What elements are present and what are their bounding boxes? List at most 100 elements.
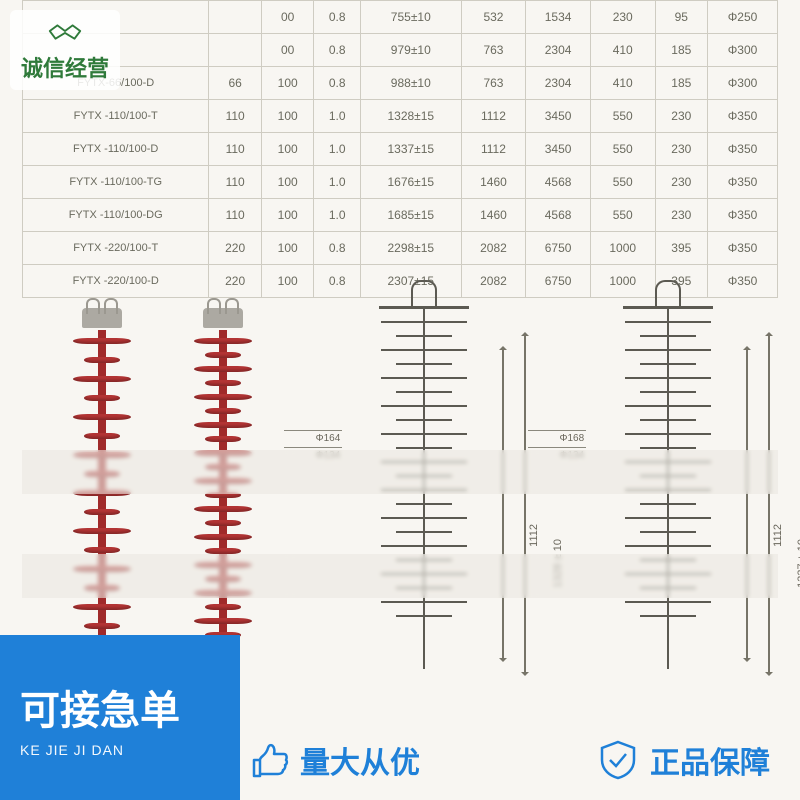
table-cell: 979±10 (360, 34, 461, 67)
table-cell: 2298±15 (360, 232, 461, 265)
table-cell: 220 (209, 232, 262, 265)
table-cell: 100 (261, 265, 314, 298)
table-cell: 110 (209, 100, 262, 133)
badge-bulk-text: 量大从优 (300, 738, 420, 782)
table-cell: 0.8 (314, 34, 360, 67)
badge-rush-big: 可接急单 (20, 678, 240, 736)
table-cell: FYTX -110/100-TG (23, 166, 209, 199)
table-cell: 66 (209, 67, 262, 100)
table-row: FYTX-66/100-D661000.8988±107632304410185… (23, 67, 778, 100)
table-cell: 00 (261, 34, 314, 67)
table-cell: 550 (590, 199, 655, 232)
table-cell: 1112 (461, 133, 526, 166)
badge-bulk-discount: 量大从优 (246, 738, 420, 782)
table-cell: 1460 (461, 166, 526, 199)
table-cell: 763 (461, 67, 526, 100)
table-cell: Φ300 (708, 34, 778, 67)
table-cell: 100 (261, 133, 314, 166)
table-row: FYTX -110/100-TG1101001.01676±1514604568… (23, 166, 778, 199)
table-cell: 1000 (590, 232, 655, 265)
table-cell: 4568 (526, 199, 591, 232)
table-cell: 550 (590, 133, 655, 166)
table-cell: 2082 (461, 232, 526, 265)
table-row: FYTX -110/100-T1101001.01328±15111234505… (23, 100, 778, 133)
table-cell: 230 (655, 166, 708, 199)
table-row: 000.8979±107632304410185Φ300 (23, 34, 778, 67)
table-cell: 230 (655, 199, 708, 232)
table-cell: Φ350 (708, 265, 778, 298)
table-cell: 100 (261, 67, 314, 100)
shield-check-icon (596, 738, 640, 782)
dim-inner-label: 1112 (772, 524, 784, 547)
badge-rush-sub: KE JIE JI DAN (20, 742, 240, 758)
table-cell: FYTX -110/100-T (23, 100, 209, 133)
table-cell: 110 (209, 133, 262, 166)
table-cell: FYTX -110/100-DG (23, 199, 209, 232)
table-cell: 1328±15 (360, 100, 461, 133)
insulator-photo-2 (191, 308, 255, 684)
table-cell: 1.0 (314, 199, 360, 232)
drawing-panel-1: 1328 ± 101112Φ164Φ134 (290, 300, 534, 730)
table-cell: 1.0 (314, 133, 360, 166)
table-cell: 532 (461, 1, 526, 34)
table-cell: Φ350 (708, 100, 778, 133)
spec-table-wrap: 000.8755±10532153423095Φ250000.8979±1076… (0, 0, 800, 298)
table-cell: 1685±15 (360, 199, 461, 232)
table-cell: 0.8 (314, 265, 360, 298)
table-cell: 763 (461, 34, 526, 67)
table-row: FYTX -220/100-T2201000.82298±15208267501… (23, 232, 778, 265)
table-cell: 0.8 (314, 67, 360, 100)
table-cell: 410 (590, 34, 655, 67)
table-cell: 0.8 (314, 1, 360, 34)
table-cell: 230 (655, 100, 708, 133)
table-cell: 100 (261, 199, 314, 232)
table-cell: 395 (655, 232, 708, 265)
drawing-panel-2: 1337 ± 101112Φ168Φ134 (534, 300, 778, 730)
badge-genuine-text: 正品保障 (650, 738, 770, 782)
table-cell: 0.8 (314, 232, 360, 265)
table-cell: 230 (590, 1, 655, 34)
table-cell: Φ350 (708, 166, 778, 199)
table-cell: 1112 (461, 100, 526, 133)
table-cell: 100 (261, 232, 314, 265)
table-cell: 1000 (590, 265, 655, 298)
table-cell: 6750 (526, 265, 591, 298)
table-cell: 3450 (526, 133, 591, 166)
table-cell: Φ250 (708, 1, 778, 34)
table-cell: 1676±15 (360, 166, 461, 199)
table-cell: 110 (209, 166, 262, 199)
badge-honest-text: 诚信经营 (21, 51, 109, 83)
table-cell: 410 (590, 67, 655, 100)
table-cell: 755±10 (360, 1, 461, 34)
table-row: FYTX -110/100-D1101001.01337±15111234505… (23, 133, 778, 166)
table-cell: 2082 (461, 265, 526, 298)
table-cell: 110 (209, 199, 262, 232)
table-cell: 988±10 (360, 67, 461, 100)
table-cell: FYTX -220/100-T (23, 232, 209, 265)
table-cell: 230 (655, 133, 708, 166)
table-cell: Φ350 (708, 199, 778, 232)
insulator-photo-1 (70, 308, 134, 680)
table-cell: 185 (655, 34, 708, 67)
table-cell: 100 (261, 166, 314, 199)
table-cell: 100 (261, 100, 314, 133)
table-cell: 550 (590, 100, 655, 133)
table-cell (209, 34, 262, 67)
table-cell: Φ350 (708, 232, 778, 265)
table-cell: 4568 (526, 166, 591, 199)
badge-rush-order: 可接急单 KE JIE JI DAN (0, 635, 240, 800)
table-cell: 1.0 (314, 100, 360, 133)
table-cell: 1.0 (314, 166, 360, 199)
badge-honest: 诚信经营 (10, 10, 120, 90)
spec-table: 000.8755±10532153423095Φ250000.8979±1076… (22, 0, 778, 298)
table-cell: 2304 (526, 67, 591, 100)
table-row: FYTX -110/100-DG1101001.01685±1514604568… (23, 199, 778, 232)
table-cell (209, 1, 262, 34)
table-cell: 1534 (526, 1, 591, 34)
table-cell: 185 (655, 67, 708, 100)
table-cell: 2304 (526, 34, 591, 67)
table-cell: 1337±15 (360, 133, 461, 166)
badge-genuine: 正品保障 (596, 738, 770, 782)
table-cell: Φ300 (708, 67, 778, 100)
dim-height-label: 1337 ± 10 (796, 539, 800, 588)
